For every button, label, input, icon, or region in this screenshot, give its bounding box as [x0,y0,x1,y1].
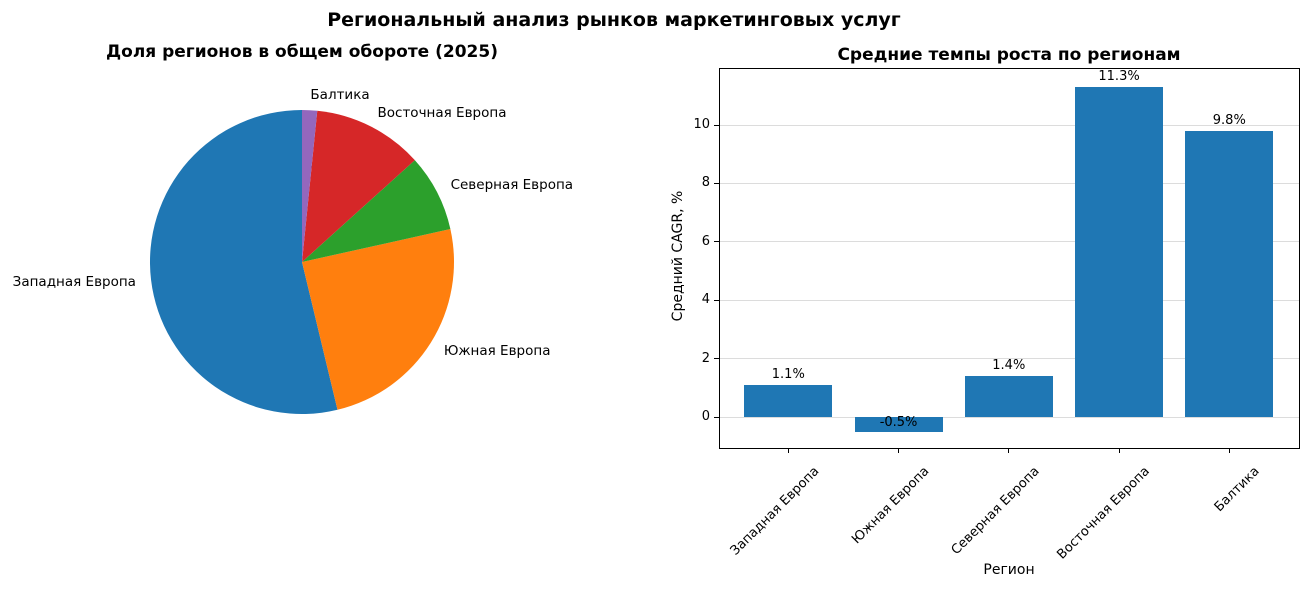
pie-slice-label: Балтика [310,87,370,103]
bar-1 [854,417,943,432]
x-tick-mark [1228,449,1230,453]
bar-value-label: -0.5% [879,415,918,431]
figure-suptitle: Региональный анализ рынков маркетинговых… [327,9,901,31]
bar-3 [1075,87,1164,418]
y-tick-mark [714,241,719,243]
x-tick-mark [898,449,900,453]
x-tick-mark [1118,449,1120,453]
gridline [720,299,1299,301]
pie-slice-0 [149,110,338,414]
bar-value-label: 11.3% [1098,69,1140,85]
bar-4 [1185,130,1274,418]
bar-value-label: 1.1% [771,366,805,382]
x-tick-mark [787,449,789,453]
y-tick-mark [714,182,719,184]
bar-value-label: 1.4% [992,358,1026,374]
y-tick-label: 0 [701,409,710,425]
pie-slice-label: Южная Европа [443,342,551,359]
gridline [720,358,1299,360]
y-tick-mark [714,416,719,418]
x-tick-label: Балтика [1211,464,1263,515]
gridline [720,241,1299,243]
bar-chart-title: Средние темпы роста по регионам [837,45,1181,65]
pie-slice-label: Западная Европа [12,273,136,290]
pie-slice-2 [302,160,451,262]
pie-chart-title: Доля регионов в общем обороте (2025) [106,42,498,62]
gridline [720,182,1299,184]
bar-2 [964,376,1053,418]
y-tick-label: 6 [701,233,710,249]
bar-0 [744,384,833,418]
bar-chart-plot-area [719,68,1300,449]
y-tick-label: 10 [693,117,710,133]
x-tick-label: Северная Европа [948,464,1043,559]
bar-chart-x-axis-label: Регион [983,562,1035,578]
gridline [720,124,1299,126]
x-tick-label: Восточная Европа [1054,464,1153,563]
bar-value-label: 9.8% [1212,112,1246,128]
y-tick-mark [714,358,719,360]
y-tick-mark [714,299,719,301]
y-tick-label: 8 [701,175,710,191]
pie-slice-3 [302,110,415,263]
x-tick-mark [1008,449,1010,453]
y-tick-label: 2 [701,350,710,366]
gridline [720,416,1299,418]
x-tick-label: Западная Европа [727,464,822,559]
pie-slice-1 [302,229,454,410]
pie-slice-label: Восточная Европа [377,104,507,121]
y-tick-mark [714,124,719,126]
y-tick-label: 4 [701,292,710,308]
pie-chart [149,110,454,414]
x-tick-label: Южная Европа [848,464,933,548]
pie-slice-4 [302,110,318,262]
pie-slice-label: Северная Европа [450,177,574,194]
